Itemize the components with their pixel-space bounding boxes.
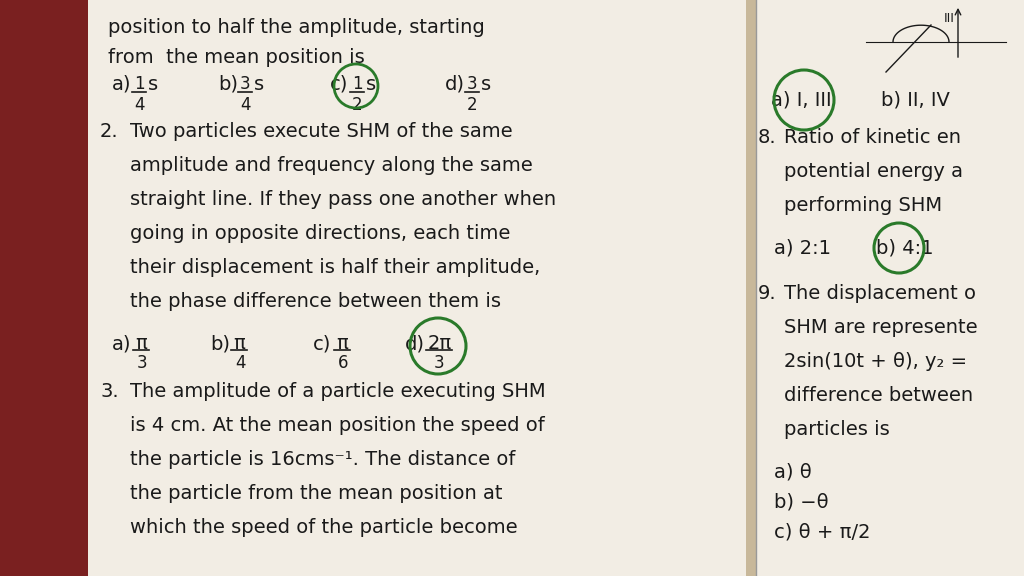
- Text: position to half the amplitude, starting: position to half the amplitude, starting: [108, 18, 484, 37]
- Text: The amplitude of a particle executing SHM: The amplitude of a particle executing SH…: [130, 382, 546, 401]
- Text: potential energy a: potential energy a: [784, 162, 963, 181]
- Text: b) −θ: b) −θ: [774, 492, 828, 511]
- Text: b) II, IV: b) II, IV: [881, 90, 950, 109]
- Text: their displacement is half their amplitude,: their displacement is half their amplitu…: [130, 258, 541, 277]
- Text: 2sin(10t + θ), y₂ =: 2sin(10t + θ), y₂ =: [784, 352, 967, 371]
- Text: 1: 1: [352, 75, 362, 93]
- Text: c): c): [313, 334, 332, 353]
- Text: π: π: [336, 334, 348, 353]
- Text: is 4 cm. At the mean position the speed of: is 4 cm. At the mean position the speed …: [130, 416, 545, 435]
- Text: III: III: [944, 12, 954, 25]
- Text: the particle is 16cms⁻¹. The distance of: the particle is 16cms⁻¹. The distance of: [130, 450, 515, 469]
- Bar: [756, 0, 1024, 576]
- Text: c): c): [330, 75, 348, 94]
- Text: 2π: 2π: [428, 334, 453, 353]
- Bar: [0, 0, 88, 576]
- Text: 9.: 9.: [758, 284, 776, 303]
- Text: straight line. If they pass one another when: straight line. If they pass one another …: [130, 190, 556, 209]
- Text: s: s: [254, 75, 264, 94]
- Text: s: s: [481, 75, 492, 94]
- Text: a) 2:1: a) 2:1: [774, 238, 831, 257]
- Text: the phase difference between them is: the phase difference between them is: [130, 292, 501, 311]
- Text: 2.: 2.: [100, 122, 119, 141]
- Text: Ratio of kinetic en: Ratio of kinetic en: [784, 128, 961, 147]
- Text: 2: 2: [467, 96, 477, 114]
- Text: π: π: [233, 334, 245, 353]
- Text: 3: 3: [434, 354, 444, 372]
- Text: b): b): [210, 334, 230, 353]
- Text: π: π: [135, 334, 146, 353]
- Text: s: s: [366, 75, 376, 94]
- Text: 2: 2: [352, 96, 362, 114]
- Text: 3.: 3.: [100, 382, 119, 401]
- Text: c) θ + π/2: c) θ + π/2: [774, 522, 870, 541]
- Text: The displacement o: The displacement o: [784, 284, 976, 303]
- Bar: [88, 0, 746, 576]
- Text: going in opposite directions, each time: going in opposite directions, each time: [130, 224, 510, 243]
- Text: d): d): [445, 75, 465, 94]
- Text: a) θ: a) θ: [774, 462, 812, 481]
- Text: performing SHM: performing SHM: [784, 196, 942, 215]
- Text: 1: 1: [134, 75, 144, 93]
- Text: 8.: 8.: [758, 128, 776, 147]
- Text: 4: 4: [240, 96, 251, 114]
- Text: Two particles execute SHM of the same: Two particles execute SHM of the same: [130, 122, 513, 141]
- Text: d): d): [406, 334, 425, 353]
- Text: amplitude and frequency along the same: amplitude and frequency along the same: [130, 156, 532, 175]
- Text: a): a): [112, 75, 131, 94]
- Text: 6: 6: [338, 354, 348, 372]
- Text: the particle from the mean position at: the particle from the mean position at: [130, 484, 503, 503]
- Text: a): a): [112, 334, 131, 353]
- Text: a) I, III: a) I, III: [771, 90, 831, 109]
- Text: 4: 4: [134, 96, 144, 114]
- Text: from  the mean position is: from the mean position is: [108, 48, 365, 67]
- Text: difference between: difference between: [784, 386, 973, 405]
- Text: which the speed of the particle become: which the speed of the particle become: [130, 518, 517, 537]
- Text: b): b): [218, 75, 238, 94]
- Text: 3: 3: [137, 354, 147, 372]
- Text: b) 4:1: b) 4:1: [876, 238, 934, 257]
- Text: SHM are represente: SHM are represente: [784, 318, 978, 337]
- Text: particles is: particles is: [784, 420, 890, 439]
- Text: 3: 3: [240, 75, 251, 93]
- Text: 4: 4: [234, 354, 246, 372]
- Text: s: s: [148, 75, 158, 94]
- Text: 3: 3: [467, 75, 477, 93]
